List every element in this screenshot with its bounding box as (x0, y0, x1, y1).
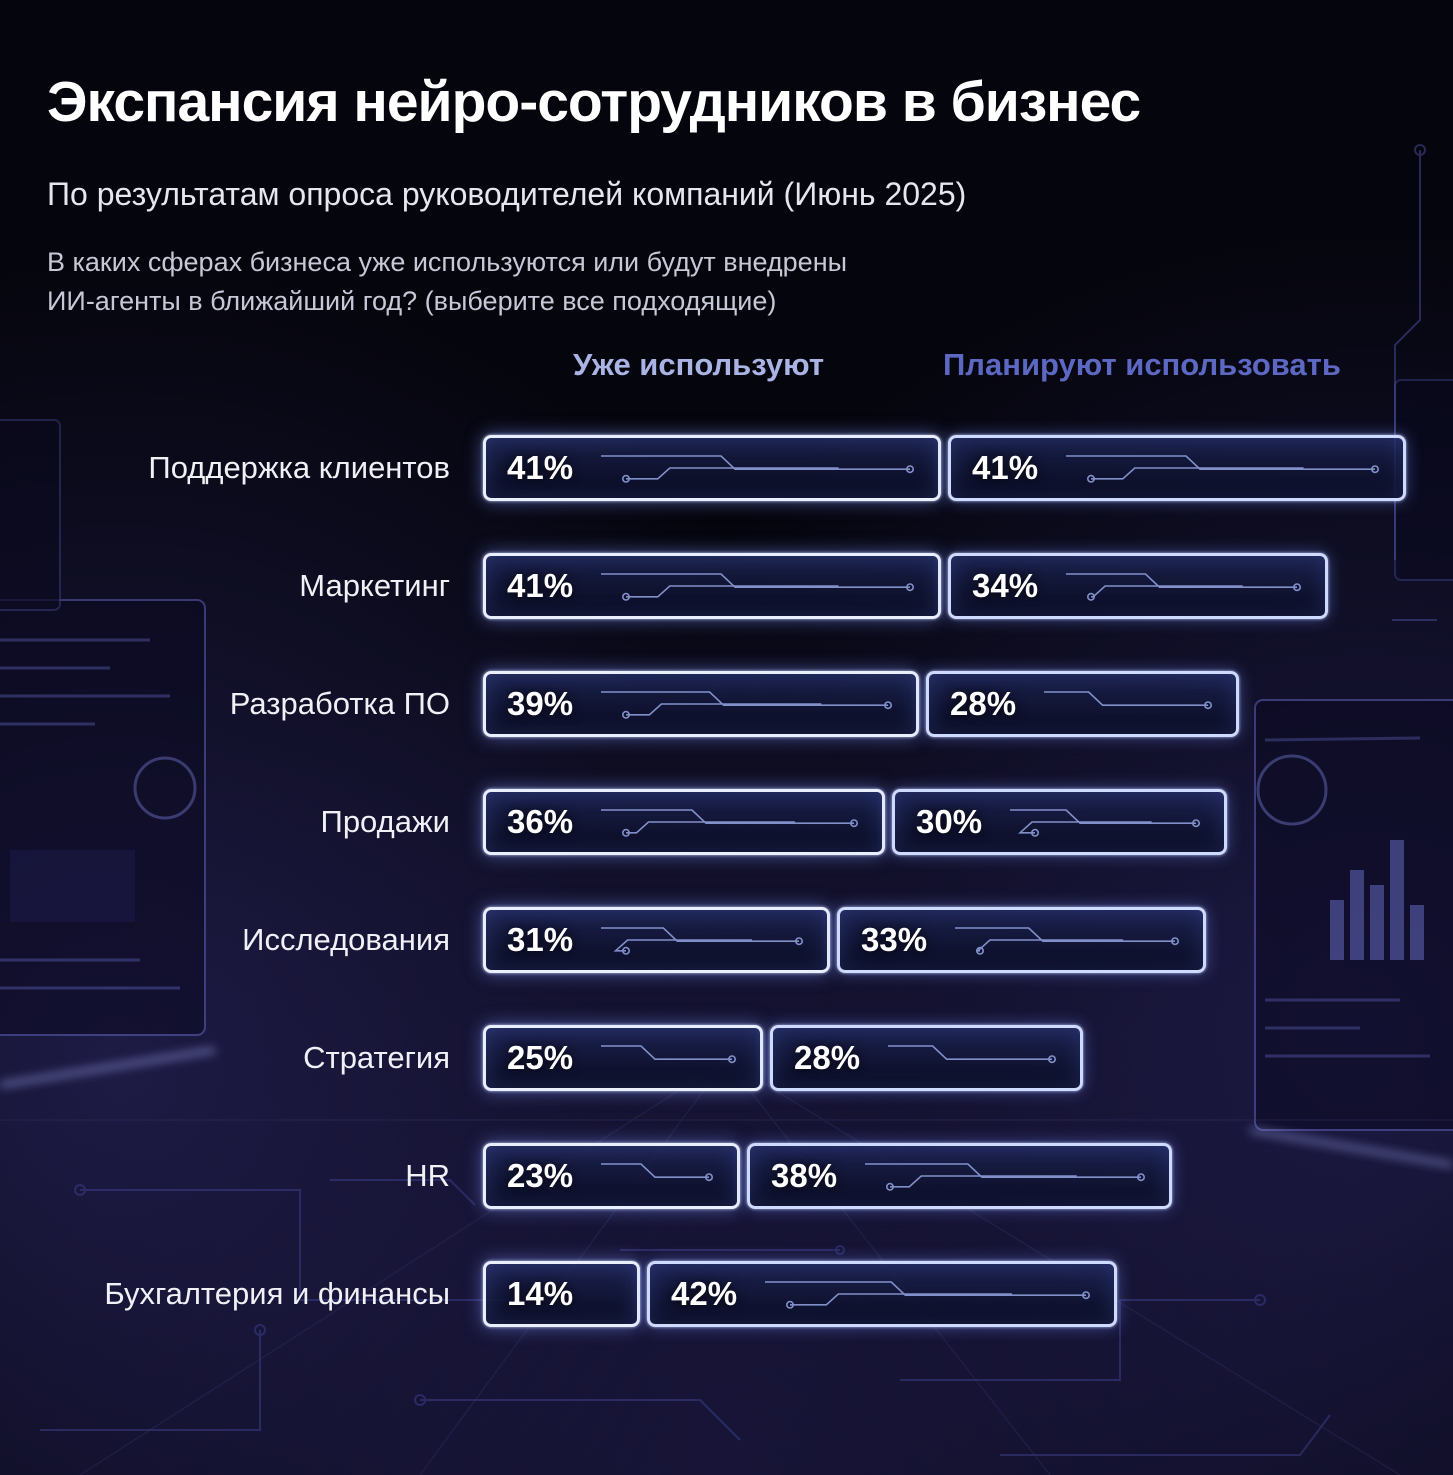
category-label: Поддержка клиентов (148, 449, 450, 485)
circuit-trace-decoration (601, 1045, 737, 1064)
survey-question: В каких сферах бизнеса уже используются … (47, 243, 1453, 321)
survey-question-line2: ИИ-агенты в ближайший год? (выберите все… (47, 285, 777, 316)
chart-row: Разработка ПО 39% 28% (47, 670, 1453, 737)
circuit-trace-decoration (601, 927, 803, 955)
circuit-trace-decoration (1066, 455, 1379, 483)
bar-group: 36% 30% (483, 788, 1227, 855)
chart-row: Стратегия 25% 28% (47, 1024, 1453, 1091)
bar-planning-to-use: 38% (747, 1142, 1172, 1209)
category-label: Бухгалтерия и финансы (104, 1275, 450, 1311)
bar-already-using: 41% (483, 552, 941, 619)
value-label-planning-to-use: 42% (671, 1274, 738, 1312)
chart-row: Продажи 36% 30% (47, 788, 1453, 855)
bar-already-using: 23% (483, 1142, 740, 1209)
value-label-planning-to-use: 41% (972, 448, 1039, 486)
chart-row: Исследования 31% 33% (47, 906, 1453, 973)
chart-row: HR 23% 38% (47, 1142, 1453, 1209)
circuit-trace-decoration (888, 1045, 1056, 1064)
subtitle: По результатам опроса руководителей комп… (47, 175, 967, 212)
value-label-already-using: 41% (507, 448, 574, 486)
category-label: Маркетинг (299, 567, 450, 603)
bar-group: 41% 34% (483, 552, 1328, 619)
bar-planning-to-use: 33% (837, 906, 1206, 973)
bar-planning-to-use: 30% (892, 788, 1227, 855)
value-label-planning-to-use: 34% (972, 566, 1039, 604)
legend-already-using: Уже используют (573, 346, 824, 382)
value-label-planning-to-use: 28% (950, 684, 1017, 722)
bar-already-using: 25% (483, 1024, 763, 1091)
value-label-planning-to-use: 38% (771, 1156, 838, 1194)
circuit-trace-decoration (601, 809, 858, 837)
value-label-already-using: 14% (507, 1274, 574, 1312)
value-label-already-using: 23% (507, 1156, 574, 1194)
category-label: Стратегия (303, 1039, 450, 1075)
bar-planning-to-use: 34% (948, 552, 1328, 619)
bar-already-using: 31% (483, 906, 830, 973)
chart-row: Бухгалтерия и финансы 14% 42% (47, 1260, 1453, 1327)
legend: Уже используют Планируют использовать (483, 347, 1453, 391)
bar-planning-to-use: 41% (948, 434, 1406, 501)
value-label-planning-to-use: 28% (794, 1038, 861, 1076)
circuit-trace-decoration (1044, 691, 1212, 710)
bar-already-using: 14% (483, 1260, 640, 1327)
circuit-trace-decoration (865, 1163, 1145, 1191)
bar-group: 14% 42% (483, 1260, 1117, 1327)
bar-group: 41% 41% (483, 434, 1406, 501)
value-label-already-using: 36% (507, 802, 574, 840)
bar-group: 39% 28% (483, 670, 1239, 737)
circuit-trace-decoration (601, 691, 892, 719)
legend-planning-to-use: Планируют использовать (943, 346, 1341, 382)
circuit-trace-decoration (1066, 573, 1301, 601)
category-label: Продажи (320, 803, 450, 839)
value-label-already-using: 31% (507, 920, 574, 958)
survey-question-line1: В каких сферах бизнеса уже используются … (47, 246, 848, 277)
category-label: Разработка ПО (229, 685, 450, 721)
circuit-trace-decoration (1010, 809, 1200, 837)
category-label: Исследования (242, 921, 450, 957)
circuit-trace-decoration (765, 1281, 1090, 1309)
circuit-trace-decoration (955, 927, 1179, 955)
bar-planning-to-use: 28% (770, 1024, 1083, 1091)
circuit-trace-decoration (601, 455, 914, 483)
bar-group: 31% 33% (483, 906, 1206, 973)
left-panel-decoration (0, 419, 206, 1036)
chart-row: Маркетинг 41% 34% (47, 552, 1453, 619)
value-label-planning-to-use: 30% (916, 802, 983, 840)
value-label-already-using: 41% (507, 566, 574, 604)
bar-planning-to-use: 28% (926, 670, 1239, 737)
value-label-already-using: 39% (507, 684, 574, 722)
bar-planning-to-use: 42% (647, 1260, 1117, 1327)
circuit-trace-decoration (601, 573, 914, 601)
bar-group: 25% 28% (483, 1024, 1083, 1091)
bar-chart: Поддержка клиентов 41% 41% Маркетинг 41%… (47, 434, 1453, 1327)
bar-already-using: 41% (483, 434, 941, 501)
page-title: Экспансия нейро-сотрудников в бизнес (47, 70, 1141, 134)
right-panel-decoration (1254, 379, 1453, 1131)
bar-already-using: 39% (483, 670, 919, 737)
chart-row: Поддержка клиентов 41% 41% (47, 434, 1453, 501)
bar-already-using: 36% (483, 788, 885, 855)
category-label: HR (405, 1157, 450, 1193)
floor-circuit-decoration (40, 1179, 1331, 1456)
circuit-trace-decoration (601, 1163, 714, 1182)
value-label-planning-to-use: 33% (861, 920, 928, 958)
value-label-already-using: 25% (507, 1038, 574, 1076)
bar-group: 23% 38% (483, 1142, 1172, 1209)
